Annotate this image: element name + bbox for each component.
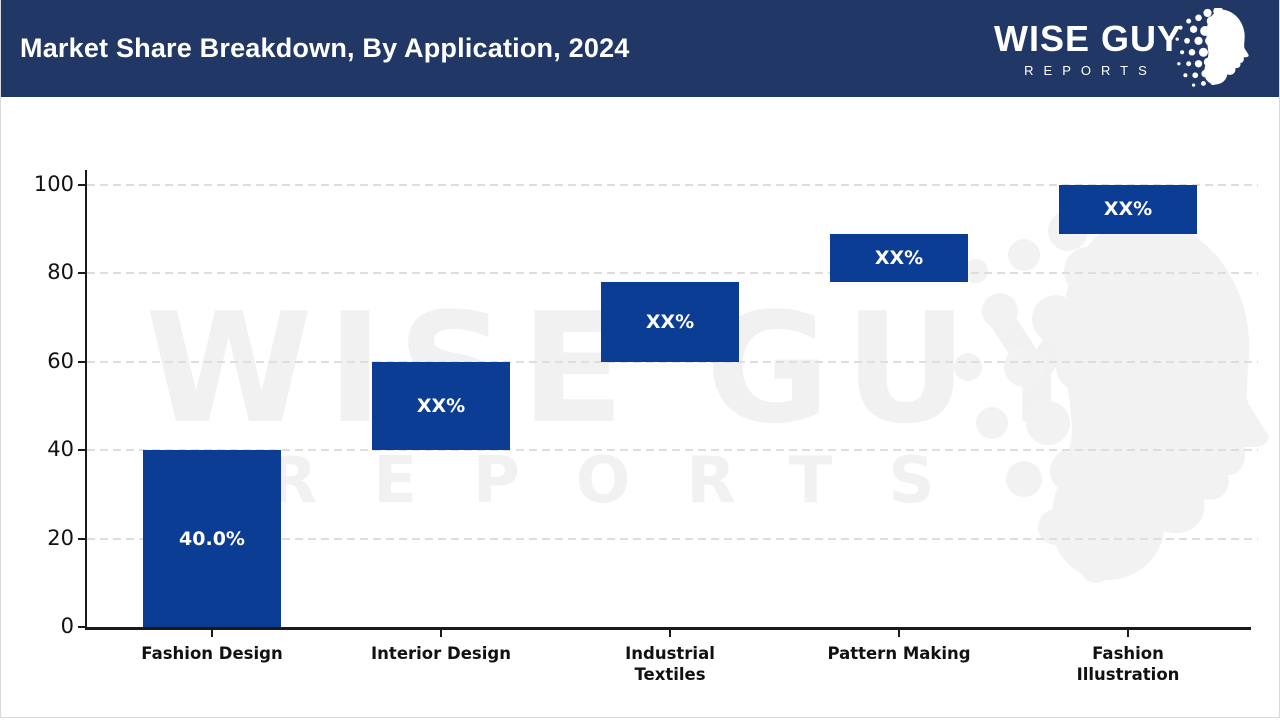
x-category-label: Fashion Illustration [1076, 644, 1180, 685]
gridline-y20 [87, 537, 1258, 540]
bar-value-label: XX% [874, 246, 924, 269]
face-profile-icon [1175, 7, 1249, 87]
x-category-label: Pattern Making [827, 644, 971, 663]
bar-fashion-design: 40.0% [143, 450, 281, 627]
y-tick [78, 537, 85, 540]
x-tick [1127, 630, 1129, 637]
bar-fashion-illustration: XX% [1059, 185, 1197, 234]
wise-guy-logo: WISE GUY REPORTS [993, 7, 1254, 90]
gridline-y80 [87, 272, 1258, 275]
y-tick [78, 449, 85, 452]
logo-wordmark: WISE GUY REPORTS [993, 17, 1182, 78]
y-tick [78, 184, 85, 186]
bar-value-label: XX% [416, 394, 466, 417]
y-axis-line [85, 170, 87, 629]
y-tick-label: 20 [47, 525, 74, 550]
logo-name-text: WISE GUY [993, 17, 1182, 59]
y-tick-label: 0 [60, 614, 74, 638]
gridline-y60 [87, 360, 1258, 363]
y-tick [78, 626, 85, 628]
x-tick [440, 630, 442, 637]
chart-area: WISE GUY REPORTS 0 20 40 60 80 100 40.0% XX% XX%… [0, 97, 1280, 720]
gridline-y100 [87, 184, 1258, 186]
header-bar: Market Share Breakdown, By Application, … [0, 0, 1280, 97]
bar-industrial-textiles: XX% [601, 282, 739, 362]
bar-interior-design: XX% [372, 361, 510, 451]
watermark-reports-text: REPORTS [268, 444, 991, 518]
x-axis-line [85, 627, 1251, 630]
y-tick [78, 360, 85, 363]
y-tick-label: 100 [33, 172, 74, 196]
logo-sub-text: REPORTS [1024, 62, 1157, 78]
y-tick-label: 40 [47, 437, 74, 462]
y-tick [78, 272, 85, 275]
gridline-y40 [87, 449, 1258, 452]
x-tick [211, 630, 213, 637]
bar-value-label: XX% [1103, 198, 1153, 221]
bar-pattern-making: XX% [830, 233, 968, 283]
y-tick-label: 60 [47, 348, 74, 373]
bar-value-label: 40.0% [179, 527, 245, 550]
page-title: Market Share Breakdown, By Application, … [20, 33, 630, 63]
bar-value-label: XX% [645, 311, 695, 333]
x-category-label: Industrial Textiles [625, 644, 715, 685]
x-category-label: Interior Design [371, 644, 511, 663]
x-category-label: Fashion Design [141, 644, 283, 663]
x-tick [669, 630, 671, 637]
x-tick [898, 630, 900, 637]
y-tick-label: 80 [47, 260, 74, 285]
